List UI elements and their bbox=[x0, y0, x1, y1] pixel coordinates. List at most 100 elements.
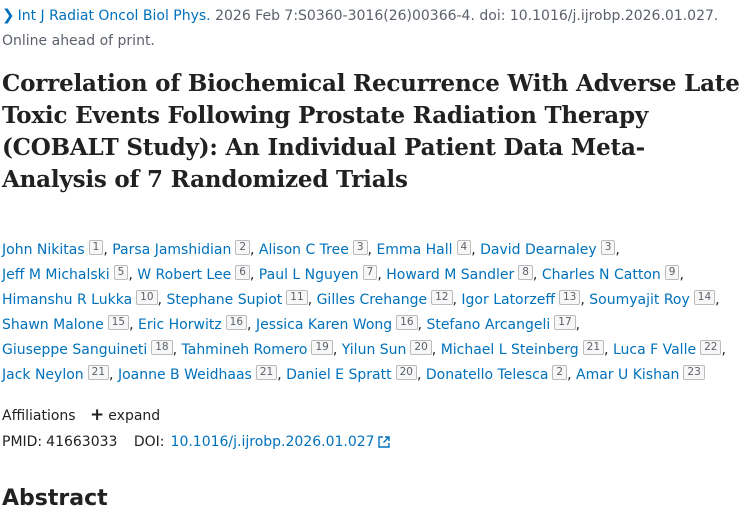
affiliation-number[interactable]: 2 bbox=[552, 365, 568, 380]
author-link[interactable]: Tahmineh Romero bbox=[181, 342, 308, 358]
author-separator: , bbox=[307, 292, 317, 308]
author-link[interactable]: Alison C Tree bbox=[258, 242, 349, 258]
author-link[interactable]: Igor Latorzeff bbox=[461, 292, 555, 308]
author-link[interactable]: W Robert Lee bbox=[137, 267, 232, 283]
abstract-heading: Abstract bbox=[2, 486, 108, 511]
affiliation-number[interactable]: 2 bbox=[235, 240, 251, 255]
author-separator: , bbox=[452, 292, 462, 308]
author-separator: , bbox=[157, 292, 167, 308]
pmid-value: 41663033 bbox=[46, 434, 118, 450]
author-link[interactable]: Paul L Nguyen bbox=[258, 267, 359, 283]
author-link[interactable]: Jack Neylon bbox=[2, 367, 84, 383]
author-link[interactable]: Shawn Malone bbox=[2, 317, 104, 333]
affiliation-number[interactable]: 1 bbox=[88, 240, 104, 255]
affiliation-number[interactable]: 7 bbox=[362, 265, 378, 280]
affiliations-label: Affiliations bbox=[2, 408, 76, 424]
author-link[interactable]: Charles N Catton bbox=[541, 267, 661, 283]
author-link[interactable]: Howard M Sandler bbox=[386, 267, 515, 283]
author-link[interactable]: Eric Horwitz bbox=[138, 317, 222, 333]
author-line: Shawn Malone 15, Eric Horwitz 16, Jessica … bbox=[2, 313, 748, 338]
affiliation-number[interactable]: 4 bbox=[456, 240, 472, 255]
affiliation-number[interactable]: 11 bbox=[286, 290, 308, 305]
author-separator: , bbox=[377, 267, 387, 283]
affiliation-number[interactable]: 19 bbox=[311, 340, 333, 355]
author-link[interactable]: Joanne B Weidhaas bbox=[117, 367, 252, 383]
author-link[interactable]: Jessica Karen Wong bbox=[255, 317, 393, 333]
author-separator: , bbox=[250, 242, 259, 258]
affiliation-number[interactable]: 16 bbox=[396, 315, 418, 330]
author-link[interactable]: Daniel E Spratt bbox=[286, 367, 392, 383]
author-separator: , bbox=[604, 342, 613, 358]
publication-status: Online ahead of print. bbox=[2, 33, 155, 49]
affiliation-number[interactable]: 22 bbox=[700, 340, 722, 355]
affiliation-number[interactable]: 17 bbox=[554, 315, 576, 330]
affiliation-number[interactable]: 20 bbox=[395, 365, 417, 380]
affiliation-number[interactable]: 16 bbox=[225, 315, 248, 330]
author-separator: , bbox=[416, 367, 426, 383]
doi-link[interactable]: 10.1016/j.ijrobp.2026.01.027 bbox=[171, 434, 390, 450]
affiliation-number[interactable]: 13 bbox=[559, 290, 581, 305]
affiliation-number[interactable]: 5 bbox=[113, 265, 129, 280]
journal-link[interactable]: Int J Radiat Oncol Biol Phys. bbox=[17, 8, 211, 24]
author-link[interactable]: Gilles Crehange bbox=[316, 292, 428, 308]
author-link[interactable]: Giuseppe Sanguineti bbox=[2, 342, 148, 358]
author-separator: , bbox=[679, 267, 684, 283]
author-link[interactable]: Donatello Telesca bbox=[425, 367, 549, 383]
affiliation-number[interactable]: 20 bbox=[410, 340, 432, 355]
affiliation-number[interactable]: 18 bbox=[151, 340, 173, 355]
affiliation-number[interactable]: 15 bbox=[107, 315, 130, 330]
author-separator: , bbox=[567, 367, 577, 383]
author-link[interactable]: Stephane Supiot bbox=[166, 292, 283, 308]
author-separator: , bbox=[715, 292, 720, 308]
author-link[interactable]: Luca F Valle bbox=[612, 342, 697, 358]
affiliation-number[interactable]: 21 bbox=[255, 365, 278, 380]
author-line: Jack Neylon 21, Joanne B Weidhaas 21, Dani… bbox=[2, 363, 748, 388]
doi-value: 10.1016/j.ijrobp.2026.01.027 bbox=[170, 434, 375, 450]
author-link[interactable]: Soumyajit Roy bbox=[589, 292, 690, 308]
citation-details: 2026 Feb 7:S0360-3016(26)00366-4. doi: 1… bbox=[210, 8, 719, 24]
doi-label: DOI: bbox=[133, 434, 165, 450]
article-title: Correlation of Biochemical Recurrence Wi… bbox=[2, 70, 740, 193]
pmid-label: PMID: bbox=[2, 434, 43, 450]
affiliation-number[interactable]: 21 bbox=[87, 365, 110, 380]
author-separator: , bbox=[129, 317, 138, 333]
author-link[interactable]: Yilun Sun bbox=[341, 342, 407, 358]
affiliation-number[interactable]: 21 bbox=[582, 340, 605, 355]
author-separator: , bbox=[109, 367, 118, 383]
author-separator: , bbox=[332, 342, 342, 358]
author-link[interactable]: David Dearnaley bbox=[480, 242, 597, 258]
author-separator: , bbox=[431, 342, 441, 358]
author-link[interactable]: John Nikitas bbox=[2, 242, 85, 258]
author-separator: , bbox=[615, 242, 620, 258]
author-separator: , bbox=[580, 292, 590, 308]
author-link[interactable]: Himanshu R Lukka bbox=[2, 292, 133, 308]
chevron-right-icon[interactable]: ❯ bbox=[2, 6, 15, 24]
affiliations-row: Affiliations + expand bbox=[2, 404, 160, 427]
author-line: Himanshu R Lukka 10, Stephane Supiot 11, G… bbox=[2, 288, 748, 313]
author-separator: , bbox=[417, 317, 427, 333]
affiliation-number[interactable]: 10 bbox=[136, 290, 158, 305]
author-link[interactable]: Michael L Steinberg bbox=[440, 342, 579, 358]
affiliation-number[interactable]: 23 bbox=[683, 365, 705, 380]
affiliation-number[interactable]: 3 bbox=[600, 240, 616, 255]
affiliation-number[interactable]: 3 bbox=[352, 240, 368, 255]
author-line: John Nikitas 1, Parsa Jamshidian 2, Alison… bbox=[2, 238, 748, 263]
affiliation-number[interactable]: 8 bbox=[518, 265, 533, 280]
affiliation-number[interactable]: 9 bbox=[664, 265, 680, 280]
plus-icon: + bbox=[90, 405, 105, 425]
author-separator: , bbox=[172, 342, 182, 358]
author-separator: , bbox=[367, 242, 377, 258]
author-link[interactable]: Emma Hall bbox=[376, 242, 453, 258]
affiliation-number[interactable]: 12 bbox=[431, 290, 453, 305]
affiliation-number[interactable]: 14 bbox=[693, 290, 716, 305]
author-link[interactable]: Jeff M Michalski bbox=[2, 267, 110, 283]
author-link[interactable]: Parsa Jamshidian bbox=[112, 242, 232, 258]
author-separator: , bbox=[277, 367, 287, 383]
author-separator: , bbox=[575, 317, 581, 333]
external-link-icon bbox=[377, 436, 390, 448]
affiliation-number[interactable]: 6 bbox=[235, 265, 250, 280]
authors-list: John Nikitas 1, Parsa Jamshidian 2, Alison… bbox=[2, 238, 748, 388]
author-link[interactable]: Stefano Arcangeli bbox=[426, 317, 551, 333]
author-link[interactable]: Amar U Kishan bbox=[576, 367, 680, 383]
affiliations-expand-button[interactable]: + expand bbox=[90, 405, 160, 425]
